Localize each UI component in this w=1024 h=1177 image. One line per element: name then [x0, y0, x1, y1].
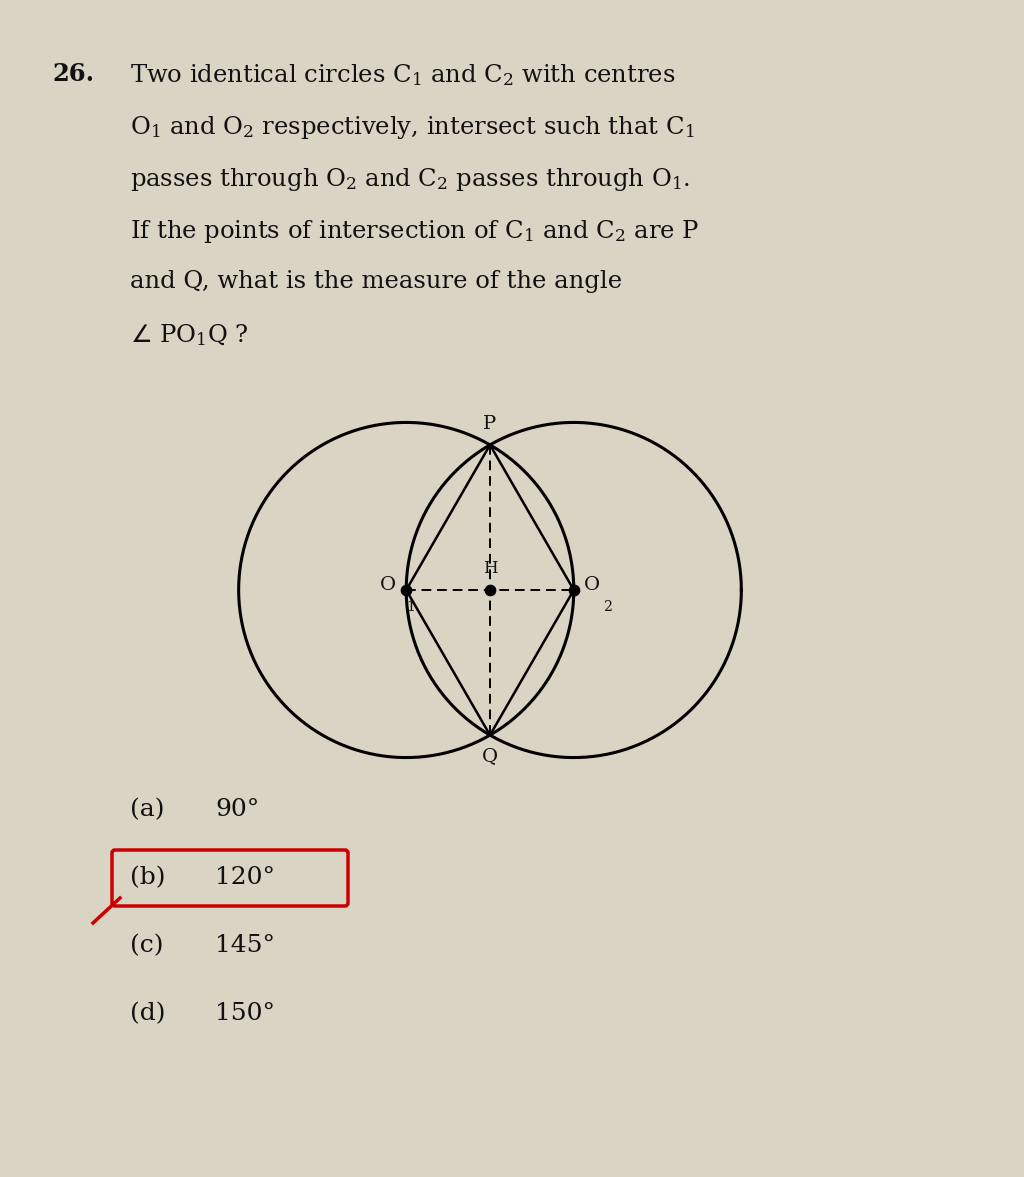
- Text: 120°: 120°: [215, 866, 275, 890]
- Text: P: P: [483, 415, 497, 433]
- Text: passes through $\mathregular{O_2}$ and $\mathregular{C_2}$ passes through $\math: passes through $\mathregular{O_2}$ and $…: [130, 166, 690, 193]
- Text: (c): (c): [130, 935, 164, 958]
- Text: Q: Q: [482, 747, 498, 765]
- Text: Two identical circles $\mathregular{C_1}$ and $\mathregular{C_2}$ with centres: Two identical circles $\mathregular{C_1}…: [130, 62, 676, 88]
- Text: 1: 1: [407, 600, 415, 614]
- Text: $\mathregular{O_1}$ and $\mathregular{O_2}$ respectively, intersect such that $\: $\mathregular{O_1}$ and $\mathregular{O_…: [130, 114, 694, 141]
- Text: If the points of intersection of $\mathregular{C_1}$ and $\mathregular{C_2}$ are: If the points of intersection of $\mathr…: [130, 218, 699, 245]
- Text: (d): (d): [130, 1003, 166, 1025]
- Text: H: H: [482, 559, 498, 577]
- Text: $\angle$ $\mathregular{PO_1Q}$ ?: $\angle$ $\mathregular{PO_1Q}$ ?: [130, 322, 249, 347]
- Text: 150°: 150°: [215, 1003, 275, 1025]
- Text: (b): (b): [130, 866, 166, 890]
- Point: [398, 580, 415, 599]
- Text: and Q, what is the measure of the angle: and Q, what is the measure of the angle: [130, 270, 623, 293]
- Text: 145°: 145°: [215, 935, 275, 958]
- Text: 90°: 90°: [215, 798, 259, 822]
- Text: 26.: 26.: [52, 62, 94, 86]
- Point: [565, 580, 582, 599]
- Point: [482, 580, 499, 599]
- Text: O: O: [380, 576, 396, 594]
- Text: 2: 2: [604, 600, 612, 614]
- Text: (a): (a): [130, 798, 165, 822]
- Text: O: O: [584, 576, 600, 594]
